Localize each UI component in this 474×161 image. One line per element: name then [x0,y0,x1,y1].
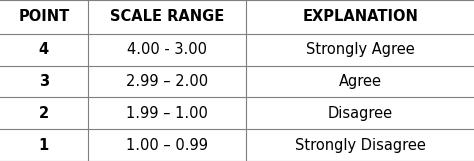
Text: 1.00 – 0.99: 1.00 – 0.99 [126,138,208,153]
Text: POINT: POINT [18,9,70,24]
Text: Agree: Agree [339,74,382,89]
Text: 2: 2 [39,106,49,121]
Text: 4.00 - 3.00: 4.00 - 3.00 [127,42,207,57]
Text: 4: 4 [39,42,49,57]
Text: Strongly Agree: Strongly Agree [306,42,415,57]
Text: Strongly Disagree: Strongly Disagree [295,138,426,153]
Text: Disagree: Disagree [328,106,393,121]
Text: 2.99 – 2.00: 2.99 – 2.00 [126,74,208,89]
Text: 3: 3 [39,74,49,89]
Text: EXPLANATION: EXPLANATION [302,9,418,24]
Text: 1.99 – 1.00: 1.99 – 1.00 [126,106,208,121]
Text: SCALE RANGE: SCALE RANGE [110,9,224,24]
Text: 1: 1 [39,138,49,153]
